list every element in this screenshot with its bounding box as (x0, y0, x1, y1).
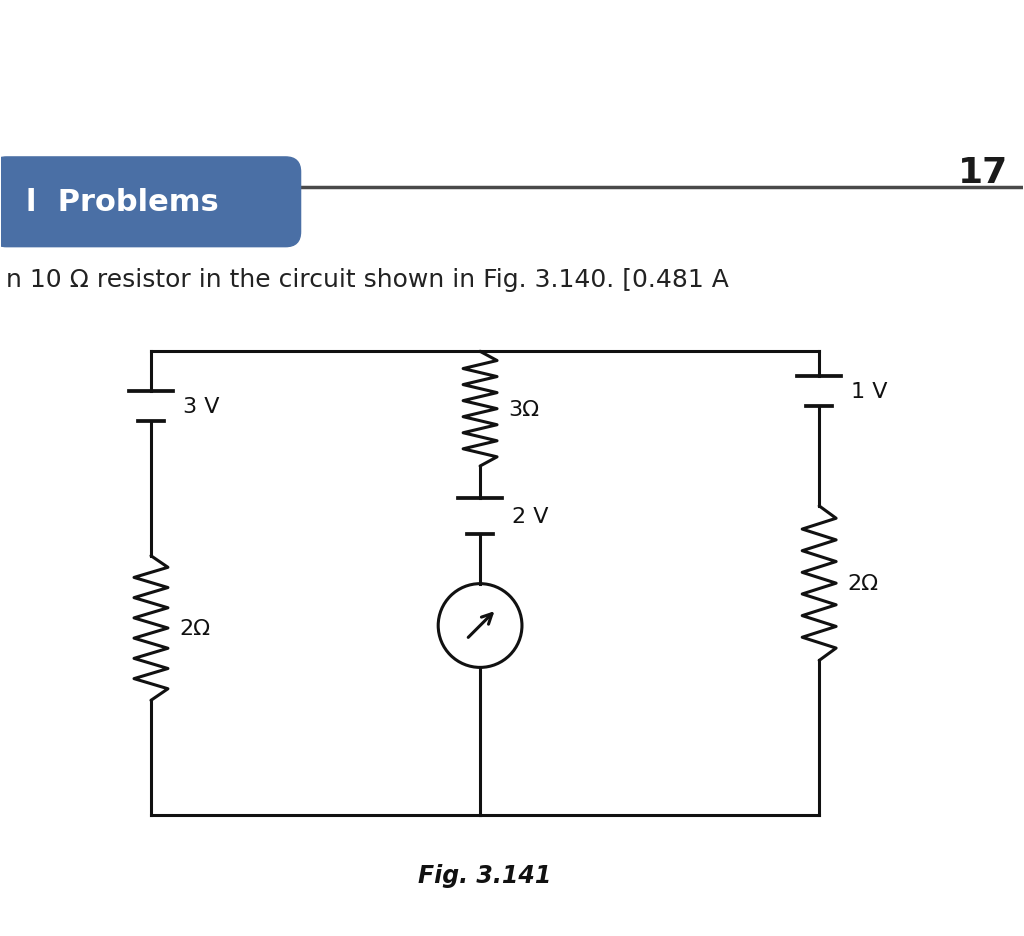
Text: l  Problems: l Problems (27, 188, 219, 217)
FancyBboxPatch shape (0, 158, 301, 247)
Text: n 10 Ω resistor in the circuit shown in Fig. 3.140. [0.481 A: n 10 Ω resistor in the circuit shown in … (6, 268, 729, 291)
Text: 3 V: 3 V (183, 397, 219, 417)
Circle shape (479, 814, 481, 816)
Text: 1 V: 1 V (851, 382, 888, 402)
Text: 2 V: 2 V (512, 506, 549, 526)
Text: 2Ω: 2Ω (847, 574, 879, 593)
Circle shape (479, 351, 481, 353)
Text: 17: 17 (958, 155, 1009, 190)
Text: 2Ω: 2Ω (179, 619, 210, 638)
Text: Fig. 3.141: Fig. 3.141 (419, 863, 552, 886)
Text: 3Ω: 3Ω (508, 400, 539, 419)
